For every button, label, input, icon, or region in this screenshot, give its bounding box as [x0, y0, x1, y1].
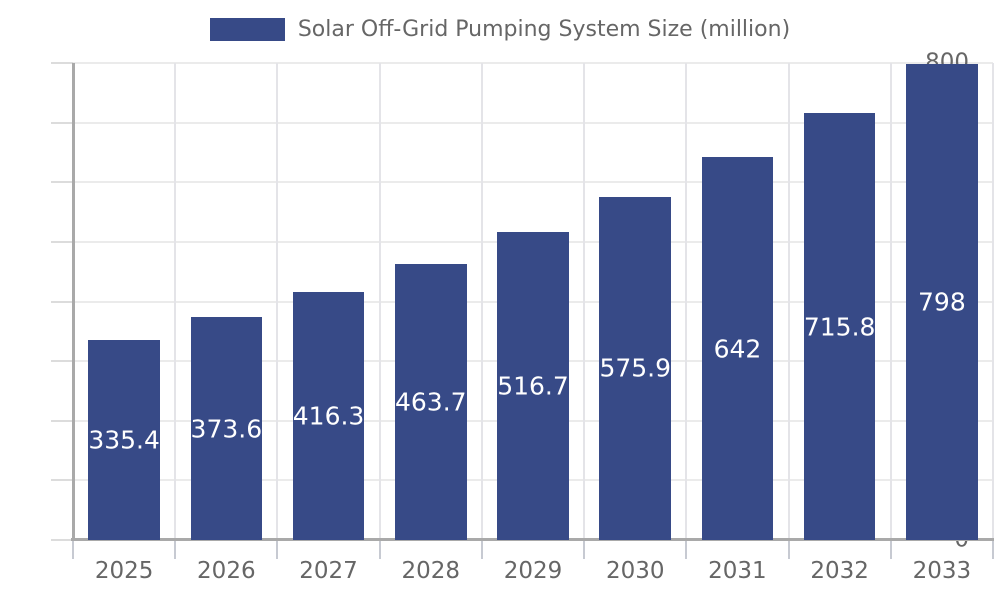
bar-2027: 416.3 — [292, 291, 365, 540]
legend-swatch[interactable] — [209, 18, 285, 41]
x-axis-tick — [992, 541, 994, 559]
y-axis-tick — [51, 360, 73, 363]
bar-value-label: 798 — [918, 287, 966, 317]
x-axis-label: 2027 — [299, 558, 358, 584]
y-axis-tick — [51, 539, 73, 541]
bar-value-label: 373.6 — [190, 414, 263, 444]
bar-2026: 373.6 — [190, 317, 263, 540]
y-axis-tick — [51, 181, 73, 184]
x-axis-tick — [174, 541, 177, 559]
x-axis-tick — [72, 541, 74, 559]
bar-2033: 798 — [906, 64, 978, 540]
gridline-x — [480, 63, 483, 540]
bar-value-label: 575.9 — [599, 353, 672, 383]
bar-2025: 335.4 — [88, 340, 160, 540]
x-axis-tick — [583, 541, 586, 559]
x-axis-label: 2026 — [197, 558, 256, 584]
x-axis-label: 2030 — [605, 558, 665, 584]
x-axis-label: 2033 — [912, 558, 972, 584]
bar-value-label: 516.7 — [497, 371, 569, 401]
gridline-x — [992, 63, 994, 540]
x-axis-tick — [276, 541, 279, 559]
bar-2028: 463.7 — [395, 263, 467, 540]
x-axis-tick — [480, 541, 483, 559]
y-axis-tick — [51, 419, 73, 422]
bar-value-label: 463.7 — [395, 387, 467, 417]
y-axis-tick — [51, 300, 73, 303]
x-axis-label: 2032 — [810, 558, 869, 584]
x-axis-tick — [685, 541, 688, 559]
bar-value-label: 416.3 — [292, 401, 365, 431]
x-axis-label: 2031 — [708, 558, 767, 584]
bar-value-label: 715.8 — [803, 312, 876, 342]
gridline-y — [73, 181, 993, 184]
legend[interactable]: Solar Off-Grid Pumping System Size (mill… — [0, 17, 1000, 42]
gridline-y — [73, 121, 993, 124]
x-axis-label: 2028 — [401, 558, 461, 584]
plot-area: 0100200300400500600700800335.42025373.62… — [51, 51, 994, 584]
gridline-x — [685, 63, 688, 540]
bar-2029: 516.7 — [497, 231, 569, 540]
bar-2030: 575.9 — [599, 196, 672, 540]
bar-2032: 715.8 — [803, 113, 876, 540]
bar-value-label: 642 — [713, 334, 762, 364]
gridline-x — [174, 63, 177, 540]
bar-value-label: 335.4 — [88, 425, 160, 455]
x-axis-label: 2025 — [94, 558, 154, 584]
y-axis-tick — [51, 479, 73, 482]
y-axis-tick — [51, 240, 73, 243]
x-axis-tick — [787, 541, 790, 559]
x-axis-label: 2029 — [503, 558, 563, 584]
gridline-x — [889, 63, 892, 540]
x-axis-tick — [889, 541, 892, 559]
gridline-x — [583, 63, 586, 540]
gridline-x — [276, 63, 279, 540]
y-axis-line — [72, 63, 75, 540]
bar-2031: 642 — [701, 157, 774, 540]
y-axis-tick — [51, 62, 73, 64]
gridline-x — [378, 63, 381, 540]
x-axis-tick — [378, 541, 381, 559]
gridline-x — [787, 63, 790, 540]
legend-label[interactable]: Solar Off-Grid Pumping System Size (mill… — [297, 17, 791, 42]
y-axis-tick — [51, 121, 73, 124]
gridline-y — [73, 62, 993, 64]
